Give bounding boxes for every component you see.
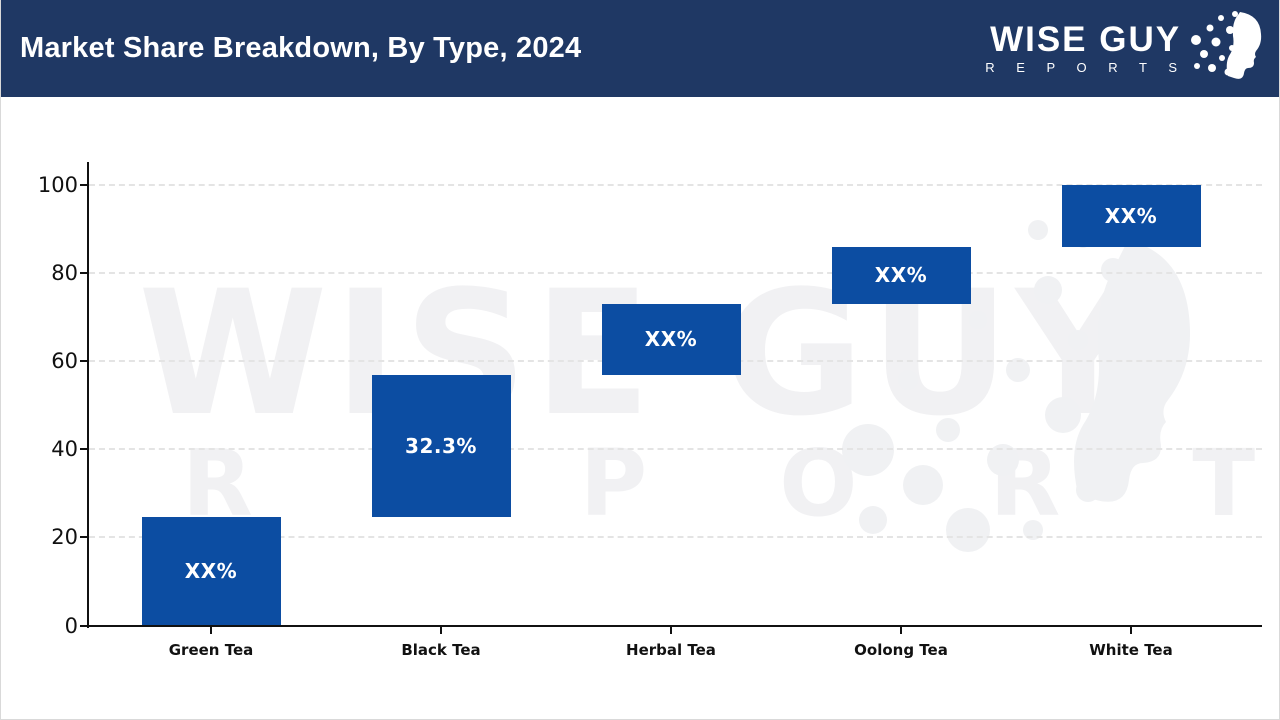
x-axis-tickmark bbox=[670, 626, 672, 634]
page-title: Market Share Breakdown, By Type, 2024 bbox=[20, 32, 582, 64]
y-axis-tick-label: 0 bbox=[64, 613, 78, 638]
y-axis-tickmark bbox=[80, 624, 87, 627]
y-axis-tick-label: 40 bbox=[51, 437, 78, 462]
x-axis-category-label: Herbal Tea bbox=[626, 641, 716, 659]
y-axis-tick-label: 60 bbox=[51, 348, 78, 373]
brand-subtitle: R E P O R T S bbox=[985, 59, 1186, 75]
y-axis-tick-label: 100 bbox=[37, 172, 78, 197]
bar-white-tea: XX% bbox=[1061, 184, 1201, 247]
brand-name: WISE GUY bbox=[990, 19, 1182, 59]
gridline-20 bbox=[89, 536, 1262, 539]
brand-logo: WISE GUY R E P O R T S bbox=[985, 6, 1280, 92]
y-axis-tick-label: 20 bbox=[51, 525, 78, 550]
x-axis-tickmark bbox=[1130, 626, 1132, 634]
gridline-80 bbox=[89, 271, 1262, 274]
x-axis-tickmark bbox=[210, 626, 212, 634]
x-axis-category-label: Green Tea bbox=[168, 641, 254, 659]
bar-black-tea: 32.3% bbox=[371, 375, 511, 518]
brand-logo-text: WISE GUY R E P O R T S bbox=[985, 19, 1186, 76]
gridline-40 bbox=[89, 448, 1262, 451]
x-axis-tickmark bbox=[900, 626, 902, 634]
x-axis-tickmark bbox=[440, 626, 442, 634]
bar-herbal-tea: XX% bbox=[601, 303, 741, 375]
x-axis-category-label: Black Tea bbox=[401, 641, 481, 659]
bar-green-tea: XX% bbox=[141, 517, 281, 626]
y-axis-tickmark bbox=[80, 536, 87, 539]
x-axis-line bbox=[87, 624, 1262, 627]
bar-value-label: XX% bbox=[1104, 203, 1158, 228]
brand-face-icon bbox=[1191, 10, 1262, 79]
y-axis-tickmark bbox=[80, 448, 87, 451]
x-axis-category-label: White Tea bbox=[1089, 641, 1173, 659]
watermark-face-dots bbox=[842, 220, 1191, 552]
gridline-100 bbox=[89, 183, 1262, 186]
bar-value-label: 32.3% bbox=[405, 434, 477, 459]
x-axis-category-label: Oolong Tea bbox=[854, 641, 948, 659]
y-axis-tick-label: 80 bbox=[51, 260, 78, 285]
y-axis-tickmark bbox=[80, 359, 87, 362]
y-axis-tickmark bbox=[80, 183, 87, 186]
y-axis-tickmark bbox=[80, 271, 87, 274]
bar-value-label: XX% bbox=[644, 327, 698, 352]
bar-value-label: XX% bbox=[874, 263, 928, 288]
bar-oolong-tea: XX% bbox=[831, 246, 971, 304]
header-bar: Market Share Breakdown, By Type, 2024 WI… bbox=[0, 0, 1280, 97]
bar-value-label: XX% bbox=[184, 559, 238, 584]
y-axis-line bbox=[87, 162, 89, 628]
